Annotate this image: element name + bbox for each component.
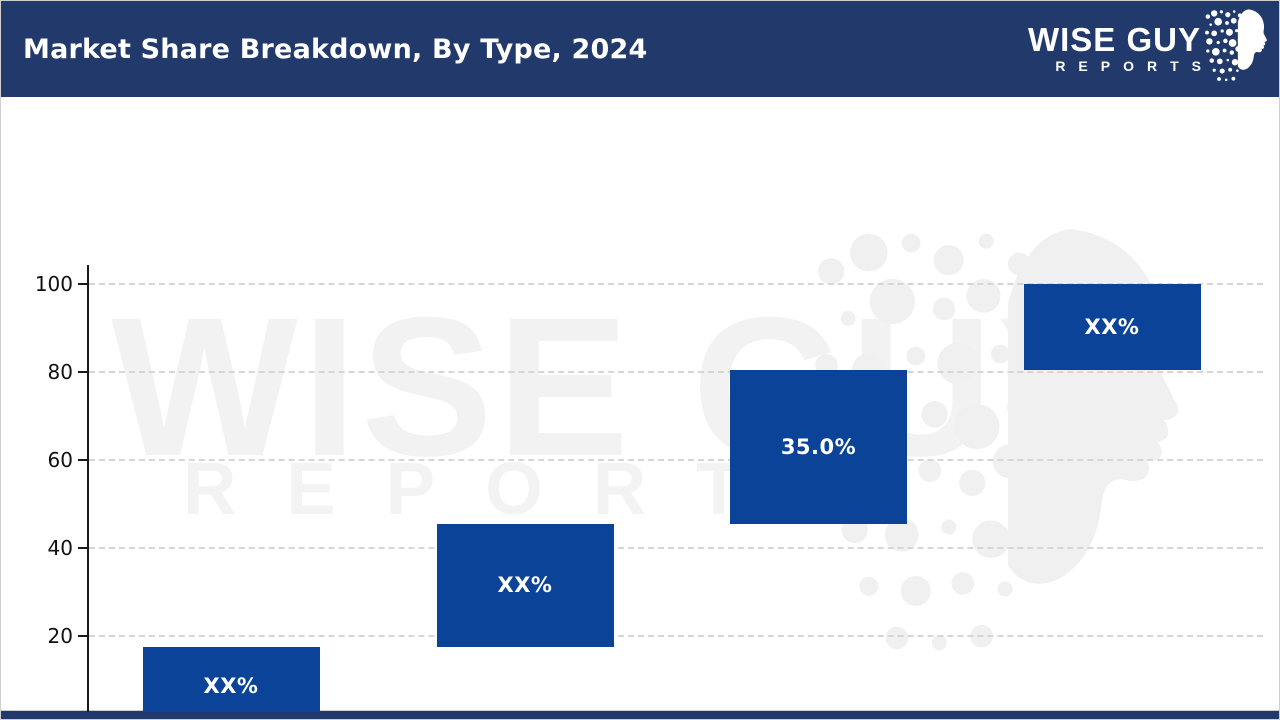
bar-segment: XX% xyxy=(142,647,320,712)
y-tick-label: 100 xyxy=(34,272,73,296)
y-gridline xyxy=(89,459,1263,461)
bar-value-label: XX% xyxy=(497,573,553,598)
dotted-head-glyph xyxy=(1205,9,1267,82)
header-bar: Market Share Breakdown, By Type, 2024 WI… xyxy=(1,1,1279,97)
y-tick-label: 80 xyxy=(47,360,73,384)
y-axis-spine xyxy=(87,265,89,712)
y-tick-mark xyxy=(78,371,87,373)
y-gridline xyxy=(89,371,1263,373)
chart-title: Market Share Breakdown, By Type, 2024 xyxy=(23,33,648,65)
bar-segment: XX% xyxy=(1023,284,1201,370)
y-tick-label: 60 xyxy=(47,448,73,472)
bar-value-label: XX% xyxy=(1084,314,1140,339)
brand-subtitle: REPORTS xyxy=(1055,58,1214,74)
y-tick-mark xyxy=(78,635,87,637)
y-tick-mark xyxy=(78,547,87,549)
bar-segment: XX% xyxy=(436,523,614,647)
brand-logo: WISE GUY REPORTS xyxy=(1028,7,1267,91)
bar-value-label: XX% xyxy=(203,673,259,698)
bar-segment: 35.0% xyxy=(730,369,907,524)
chart-area: WISE GUY REPORTS 020406080100XX%Solar La… xyxy=(1,97,1279,712)
bar-value-label: 35.0% xyxy=(780,434,857,459)
y-tick-label: 40 xyxy=(47,536,73,560)
y-gridline xyxy=(89,283,1263,285)
footer-bar xyxy=(1,710,1279,719)
y-tick-label: 0 xyxy=(1,711,73,712)
y-tick-mark xyxy=(78,459,87,461)
dotted-head-icon xyxy=(1203,7,1267,91)
y-gridline xyxy=(89,547,1263,549)
y-tick-mark xyxy=(78,283,87,285)
plot-area: 020406080100XX%Solar LanternsXX%Solar St… xyxy=(35,265,1265,712)
brand-wordmark: WISE GUY xyxy=(1027,21,1201,58)
y-tick-label: 20 xyxy=(47,624,73,648)
y-gridline xyxy=(89,635,1263,637)
brand-logo-text: WISE GUY REPORTS xyxy=(1028,23,1201,75)
